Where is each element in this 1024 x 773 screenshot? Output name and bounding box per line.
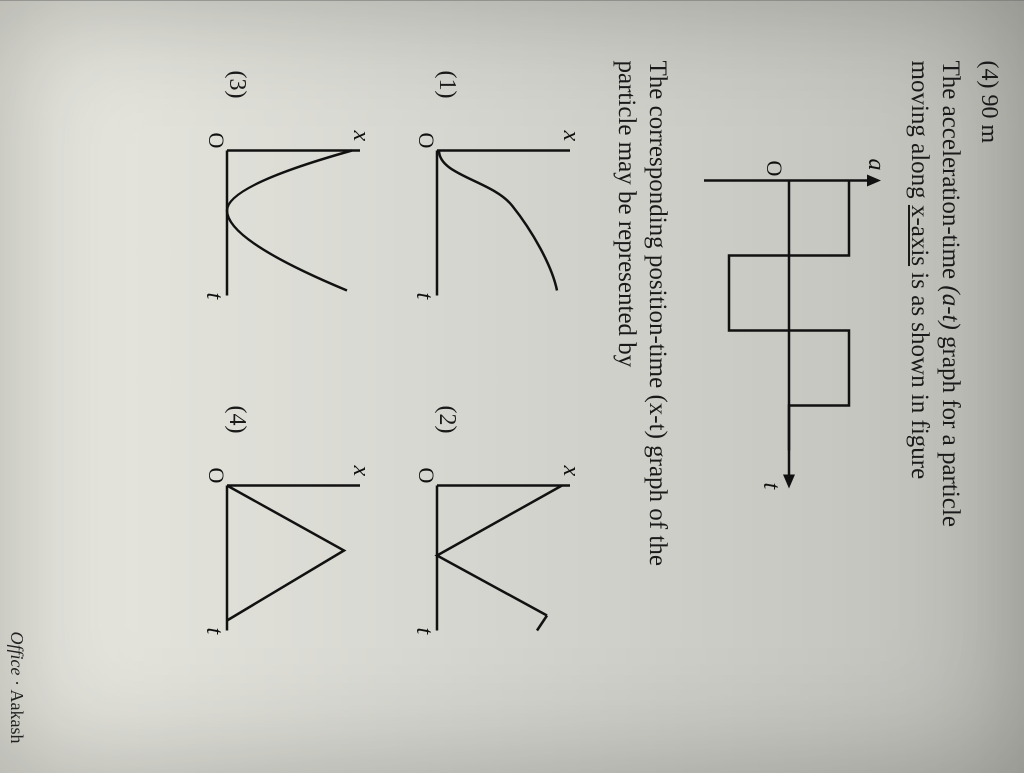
option-4: (4) x t O xyxy=(197,405,377,710)
main-y-label: a xyxy=(864,158,890,170)
prev-opt-value: 90 m xyxy=(976,94,1002,143)
q-line1-b: (a-t) xyxy=(937,285,964,329)
main-x-label: t xyxy=(759,482,785,490)
option-3: (3) x t O xyxy=(197,70,377,375)
option-3-graph: x t O xyxy=(202,120,372,310)
option-1-label: (1) xyxy=(432,70,562,120)
q-line2-b: x-axis xyxy=(906,204,933,265)
footer-b: · Aakash xyxy=(8,675,28,743)
option-2: (2) x t O xyxy=(407,405,587,710)
option-2-graph: x t O xyxy=(412,455,582,645)
svg-text:t: t xyxy=(412,627,437,635)
q-line1-a: The acceleration-time xyxy=(937,60,964,285)
page-content: (4) 90 m The acceleration-time (a-t) gra… xyxy=(0,0,1024,773)
option-2-label: (2) xyxy=(432,405,562,455)
svg-text:t: t xyxy=(202,627,227,635)
option-4-graph: x t O xyxy=(202,455,372,645)
option-1: (1) x t O xyxy=(407,70,587,375)
previous-answer-option: (4) 90 m xyxy=(974,60,1004,723)
svg-text:x: x xyxy=(348,464,372,476)
prev-opt-label: (4) xyxy=(976,60,1002,88)
svg-text:O: O xyxy=(204,132,229,148)
sq-line1-c: graph of the xyxy=(645,438,672,565)
svg-text:x: x xyxy=(558,464,582,476)
q-line2-c: is as shown in figure xyxy=(906,266,933,479)
svg-text:x: x xyxy=(558,129,582,141)
sq-line2: particle may be represented by xyxy=(613,60,640,367)
svg-text:t: t xyxy=(202,292,227,300)
main-origin-label: O xyxy=(763,160,788,176)
svg-text:t: t xyxy=(412,292,437,300)
option-4-label: (4) xyxy=(222,405,352,455)
option-1-graph: x t O xyxy=(412,120,582,310)
question-text: The acceleration-time (a-t) graph for a … xyxy=(904,60,967,723)
sq-line1-b: (x-t) xyxy=(645,394,672,438)
q-line2-a: moving along xyxy=(906,60,933,204)
sq-line1-a: The corresponding position-time xyxy=(645,60,672,394)
page-footer: Office · Aakash xyxy=(6,631,29,743)
svg-text:x: x xyxy=(348,129,372,141)
sub-question-text: The corresponding position-time (x-t) gr… xyxy=(611,60,674,723)
footer-a: Office xyxy=(8,631,28,675)
svg-text:O: O xyxy=(204,467,229,483)
svg-text:O: O xyxy=(414,132,439,148)
q-line1-c: graph for a particle xyxy=(937,329,964,526)
main-acceleration-graph: a t O xyxy=(690,130,890,510)
option-3-label: (3) xyxy=(222,70,352,120)
answer-options: (1) x t O (2) x t O (3) xyxy=(197,70,587,710)
svg-text:O: O xyxy=(414,467,439,483)
